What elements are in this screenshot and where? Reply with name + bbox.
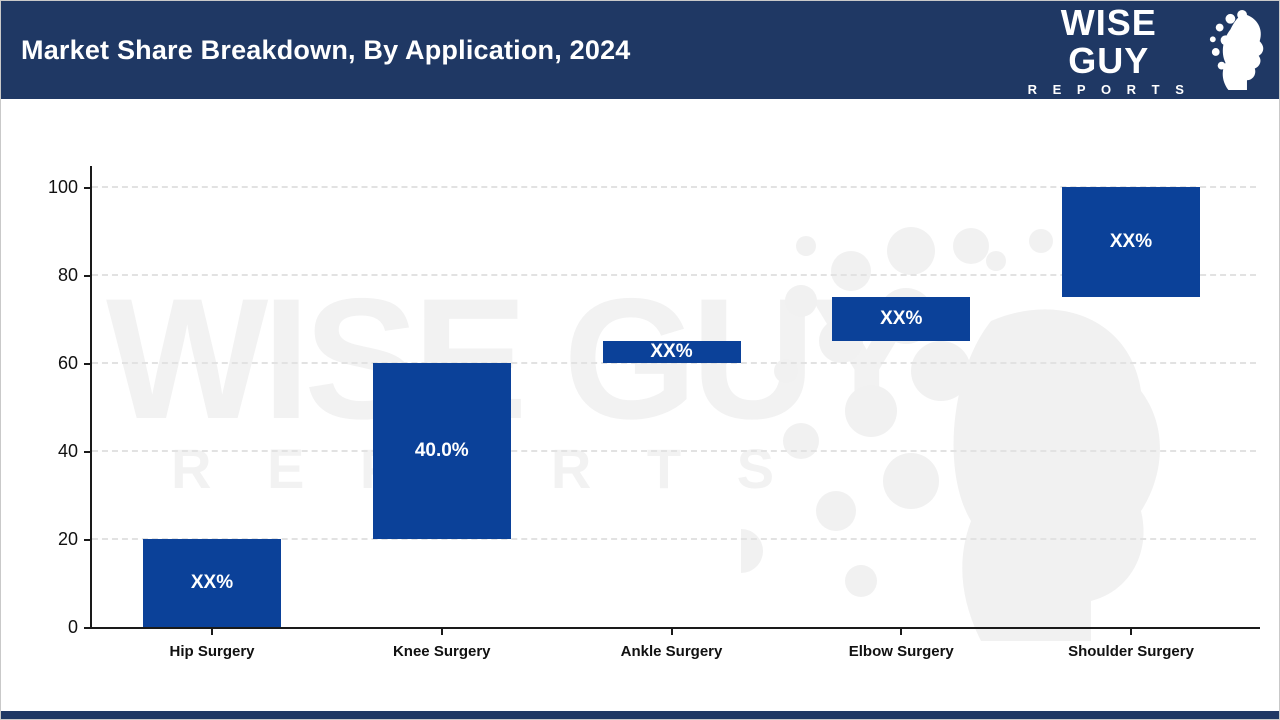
x-category-label: Ankle Surgery — [620, 643, 723, 660]
y-tick-label: 40 — [57, 441, 78, 461]
wise-guy-logo: WISE GUY R E P O R T S — [1017, 3, 1267, 97]
y-axis — [90, 166, 92, 629]
x-category-label: Knee Surgery — [392, 643, 491, 660]
x-category-label: Elbow Surgery — [848, 643, 954, 660]
y-tick-label: 100 — [47, 177, 78, 197]
bar-value-label: XX% — [1109, 231, 1153, 252]
bar-elbow-surgery: XX% — [832, 297, 971, 341]
x-category-label: Shoulder Surgery — [1068, 643, 1194, 660]
x-tick — [900, 629, 903, 635]
bar-chart: 0 20 40 60 80 100 XX% Hip Surgery 40.0% Knee Surg… — [1, 99, 1279, 713]
x-category-label: Hip Surgery — [169, 643, 255, 660]
y-tick — [84, 451, 90, 453]
y-tick-label: 80 — [57, 265, 78, 285]
bar-knee-surgery: 40.0% — [372, 363, 511, 539]
bar-value-label: XX% — [650, 341, 693, 362]
logo-wordmark: WISE GUY — [1060, 1, 1157, 81]
y-tick-label: 0 — [67, 617, 78, 637]
bar-value-label: XX% — [880, 308, 923, 329]
logo-head-icon — [1209, 9, 1263, 91]
y-tick-label: 20 — [57, 529, 78, 549]
y-tick — [84, 539, 90, 541]
gridline — [92, 186, 1256, 188]
x-axis — [90, 627, 1260, 629]
bar-value-label: 40.0% — [414, 440, 469, 461]
x-tick — [440, 629, 443, 635]
x-tick — [670, 629, 673, 635]
y-tick-label: 60 — [57, 353, 78, 373]
gridline — [92, 362, 1256, 364]
x-tick — [211, 629, 213, 635]
gridline — [92, 538, 1256, 540]
y-tick — [84, 627, 90, 629]
x-tick — [1130, 629, 1132, 635]
gridline — [92, 450, 1256, 452]
footer-bar — [1, 711, 1279, 719]
bar-shoulder-surgery: XX% — [1062, 187, 1200, 297]
logo-subtitle: R E P O R T S — [1027, 81, 1190, 97]
header-bar: Market Share Breakdown, By Application, … — [1, 1, 1279, 99]
bar-hip-surgery: XX% — [143, 539, 281, 627]
logo-text: WISE GUY R E P O R T S — [1017, 1, 1201, 97]
bar-value-label: XX% — [190, 572, 234, 593]
y-tick — [84, 363, 90, 365]
bar-ankle-surgery: XX% — [602, 341, 741, 363]
gridline — [92, 274, 1256, 276]
page-title: Market Share Breakdown, By Application, … — [21, 34, 631, 65]
watermark-head-icon — [741, 227, 1160, 641]
y-tick — [84, 275, 90, 277]
y-tick — [84, 187, 90, 189]
